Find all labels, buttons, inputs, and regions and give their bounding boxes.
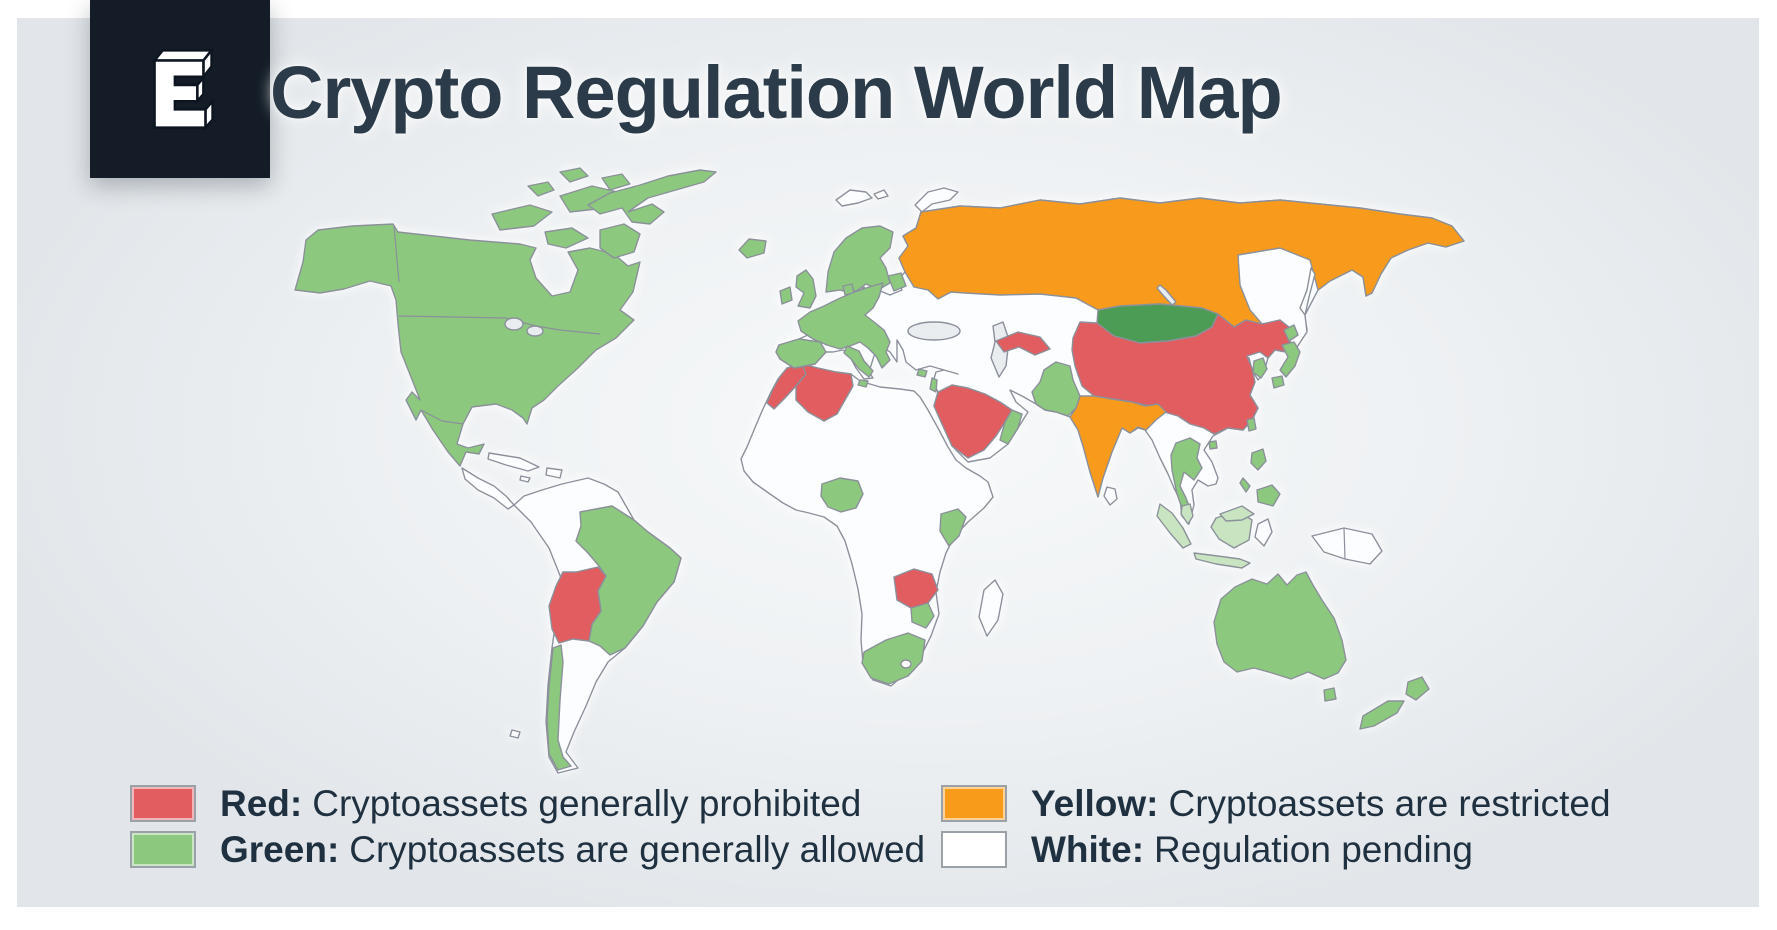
region-iceland <box>738 238 767 259</box>
great-lake-east <box>526 325 544 337</box>
region-malaysia-peninsula <box>1180 503 1194 525</box>
legend-swatch-yellow <box>941 785 1007 822</box>
legend-swatch-red <box>130 785 196 822</box>
region-israel <box>929 377 938 393</box>
great-lake-west <box>504 317 524 331</box>
black-sea <box>907 321 961 341</box>
region-zambia <box>893 568 939 609</box>
region-saudi-arabia <box>933 384 1013 459</box>
legend-description-white: Regulation pending <box>1154 828 1473 870</box>
legend-text-white: WhiteRegulation pending <box>1031 829 1473 871</box>
region-sulawesi <box>1254 518 1273 547</box>
legend-swatch-green <box>130 831 196 868</box>
region-africa <box>740 363 994 687</box>
region-malaysia-borneo <box>1219 505 1255 522</box>
legend-swatch-white <box>941 831 1007 868</box>
region-scandinavia <box>825 225 894 294</box>
region-philippines-mindanao <box>1256 484 1281 507</box>
legend-text-yellow: YellowCryptoassets are restricted <box>1031 783 1611 825</box>
region-japan-kyushu <box>1271 375 1285 389</box>
region-chile <box>546 644 572 771</box>
region-ireland <box>779 286 793 305</box>
region-madagascar <box>978 579 1004 637</box>
region-sumatra <box>1156 503 1192 549</box>
legend-text-green: GreenCryptoassets are generally allowed <box>220 829 925 871</box>
legend-description-red: Cryptoassets generally prohibited <box>312 782 862 824</box>
region-java <box>1193 552 1251 569</box>
region-new-zealand-south <box>1359 700 1405 730</box>
legend-description-green: Cryptoassets are generally allowed <box>349 828 926 870</box>
region-zimbabwe <box>910 602 935 629</box>
region-tasmania <box>1323 687 1337 702</box>
legend-label-red: Red <box>220 783 302 824</box>
region-brazil <box>575 505 682 656</box>
region-sicily <box>857 379 869 388</box>
region-thailand <box>1170 437 1203 509</box>
region-lesotho <box>900 659 912 669</box>
region-greenland <box>587 169 717 225</box>
region-falkland-islands <box>509 729 521 739</box>
region-india <box>1069 395 1167 498</box>
border-papua <box>1343 527 1346 560</box>
region-china <box>1071 313 1298 435</box>
region-south-africa <box>861 632 926 685</box>
region-japan-hokkaido <box>1283 324 1299 342</box>
legend-item-green: GreenCryptoassets are generally allowed <box>130 829 925 871</box>
site-logo <box>90 0 270 178</box>
region-philippines-luzon <box>1250 448 1267 471</box>
region-australia <box>1213 571 1347 680</box>
region-jamaica <box>519 475 531 483</box>
region-pakistan <box>1031 361 1081 417</box>
region-uae-oman <box>999 409 1023 445</box>
region-central-europe <box>797 282 891 369</box>
region-uzbekistan <box>995 331 1051 356</box>
region-north-america <box>294 223 641 467</box>
region-iberia <box>775 338 827 369</box>
logo-letter-e-icon <box>151 46 215 132</box>
legend-right-column: YellowCryptoassets are restricted WhiteR… <box>941 783 1611 877</box>
legend-text-red: RedCryptoassets generally prohibited <box>220 783 861 825</box>
legend-label-green: Green <box>220 829 339 870</box>
legend-item-white: WhiteRegulation pending <box>941 829 1611 871</box>
legend-label-yellow: Yellow <box>1031 783 1158 824</box>
region-south-korea <box>1252 357 1268 379</box>
legend-item-red: RedCryptoassets generally prohibited <box>130 783 925 825</box>
region-bolivia <box>548 566 607 644</box>
region-central-america <box>461 467 515 510</box>
legend-left-column: RedCryptoassets generally prohibited Gre… <box>130 783 925 877</box>
border-alaska-canada <box>393 225 400 283</box>
legend-item-yellow: YellowCryptoassets are restricted <box>941 783 1611 825</box>
region-papua-new-guinea <box>1311 527 1383 565</box>
page-title: Crypto Regulation World Map <box>270 51 1283 134</box>
legend-label-white: White <box>1031 829 1144 870</box>
region-nigeria <box>820 477 864 513</box>
region-philippines-palawan <box>1239 477 1251 493</box>
region-cyprus <box>916 368 928 378</box>
caspian-sea <box>990 321 1010 378</box>
region-cuba <box>487 452 540 472</box>
region-hispaniola <box>545 467 563 479</box>
region-japan-honshu <box>1279 341 1301 378</box>
region-new-zealand-north <box>1405 676 1430 701</box>
region-hainan <box>1208 440 1218 450</box>
legend-description-yellow: Cryptoassets are restricted <box>1168 782 1611 824</box>
region-sakhalin <box>1299 267 1316 316</box>
region-algeria <box>795 363 854 422</box>
border-us-mexico <box>420 409 464 425</box>
region-svalbard <box>835 189 889 207</box>
region-italy <box>843 345 874 378</box>
region-baltics <box>887 272 907 292</box>
region-canadian-arctic-islands <box>491 167 631 249</box>
region-united-kingdom <box>795 269 817 309</box>
region-taiwan <box>1246 417 1257 432</box>
region-sri-lanka <box>1103 486 1118 506</box>
region-kenya <box>939 508 967 547</box>
region-baffin-island <box>599 223 641 259</box>
region-novaya-zemlya <box>914 187 959 213</box>
